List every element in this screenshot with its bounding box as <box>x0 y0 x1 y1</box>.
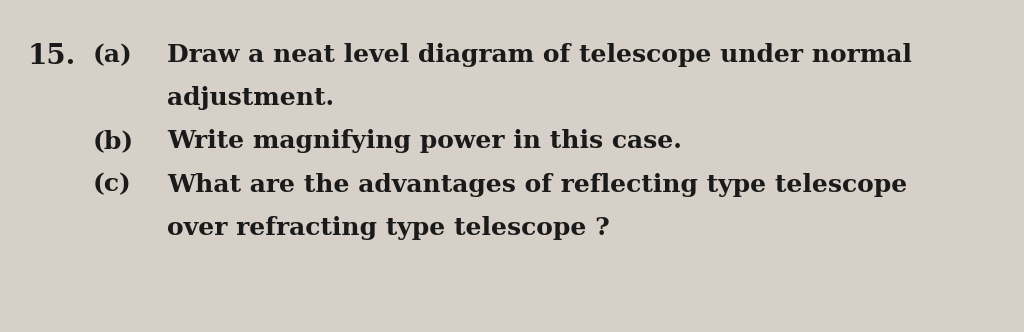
Text: Draw a neat level diagram of telescope under normal: Draw a neat level diagram of telescope u… <box>167 43 912 67</box>
Text: 15.: 15. <box>28 43 76 70</box>
Text: (b): (b) <box>93 129 134 153</box>
Text: (a): (a) <box>93 43 133 67</box>
Text: (c): (c) <box>93 173 132 197</box>
Text: adjustment.: adjustment. <box>167 86 335 110</box>
Text: What are the advantages of reflecting type telescope: What are the advantages of reflecting ty… <box>167 173 907 197</box>
Text: Write magnifying power in this case.: Write magnifying power in this case. <box>167 129 682 153</box>
Text: over refracting type telescope ?: over refracting type telescope ? <box>167 216 610 240</box>
